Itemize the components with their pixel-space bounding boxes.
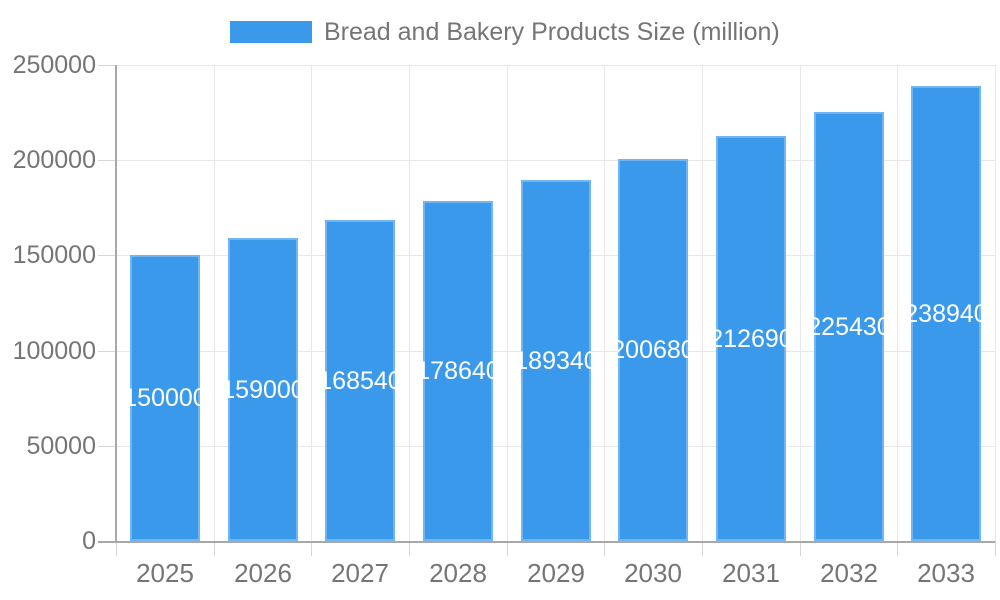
y-tick-mark	[98, 255, 116, 256]
legend-swatch[interactable]	[230, 21, 312, 43]
legend[interactable]: Bread and Bakery Products Size (million)	[230, 18, 780, 46]
x-axis-tick-label: 2027	[331, 558, 389, 588]
x-axis-tick-label: 2029	[527, 558, 585, 588]
y-axis-tick-label: 200000	[12, 146, 96, 174]
y-axis-tick-label: 100000	[12, 337, 96, 365]
bar-2031[interactable]: 212690	[716, 136, 786, 541]
bar-2033[interactable]: 238940	[911, 86, 981, 541]
x-tick-mark	[116, 541, 117, 556]
bar-2025[interactable]: 150000	[130, 255, 200, 541]
legend-label: Bread and Bakery Products Size (million)	[324, 18, 780, 46]
bar-value-label: 200680	[618, 336, 688, 364]
x-axis-tick-label: 2028	[429, 558, 487, 588]
bar-value-label: 189340	[521, 346, 591, 375]
bar-2027[interactable]: 168540	[325, 220, 395, 541]
y-axis-tick-label: 0	[82, 527, 96, 555]
x-tick-mark	[995, 541, 996, 556]
bar-value-label: 212690	[716, 324, 786, 353]
gridline-v	[995, 65, 996, 541]
y-tick-mark	[98, 65, 116, 66]
x-tick-mark	[800, 541, 801, 556]
y-axis-line	[115, 65, 117, 541]
gridline-v	[214, 65, 215, 541]
x-tick-mark	[897, 541, 898, 556]
y-axis-tick-label: 150000	[12, 241, 96, 269]
gridline-h	[116, 65, 995, 66]
gridline-v	[311, 65, 312, 541]
bar-value-label: 225430	[814, 312, 884, 341]
x-tick-mark	[702, 541, 703, 556]
x-axis-tick-label: 2033	[917, 558, 975, 588]
y-tick-mark	[98, 351, 116, 352]
y-tick-mark	[98, 446, 116, 447]
bar-2028[interactable]: 178640	[423, 201, 493, 541]
bar-2032[interactable]: 225430	[814, 112, 884, 541]
bar-2029[interactable]: 189340	[521, 180, 591, 541]
bar-value-label: 178640	[423, 357, 493, 385]
bar-value-label: 238940	[911, 299, 981, 328]
bar-value-label: 159000	[228, 375, 298, 404]
bar-2026[interactable]: 159000	[228, 238, 298, 541]
gridline-h	[116, 160, 995, 161]
y-axis-tick-label: 250000	[12, 51, 96, 79]
gridline-v	[800, 65, 801, 541]
gridline-v	[702, 65, 703, 541]
x-axis-tick-label: 2025	[136, 558, 194, 588]
bar-value-label: 150000	[130, 384, 200, 412]
x-tick-mark	[507, 541, 508, 556]
x-axis-tick-label: 2026	[234, 558, 292, 588]
x-tick-mark	[214, 541, 215, 556]
x-tick-mark	[604, 541, 605, 556]
gridline-v	[409, 65, 410, 541]
bar-value-label: 168540	[325, 366, 395, 395]
bar-2030[interactable]: 200680	[618, 159, 688, 541]
gridline-v	[604, 65, 605, 541]
gridline-v	[507, 65, 508, 541]
x-tick-mark	[409, 541, 410, 556]
x-axis-tick-label: 2031	[722, 558, 780, 588]
y-tick-mark	[98, 160, 116, 161]
x-tick-mark	[311, 541, 312, 556]
x-axis-tick-label: 2032	[820, 558, 878, 588]
x-axis-tick-label: 2030	[624, 558, 682, 588]
x-axis-line	[98, 541, 995, 543]
gridline-v	[897, 65, 898, 541]
y-axis-tick-label: 50000	[26, 432, 96, 460]
